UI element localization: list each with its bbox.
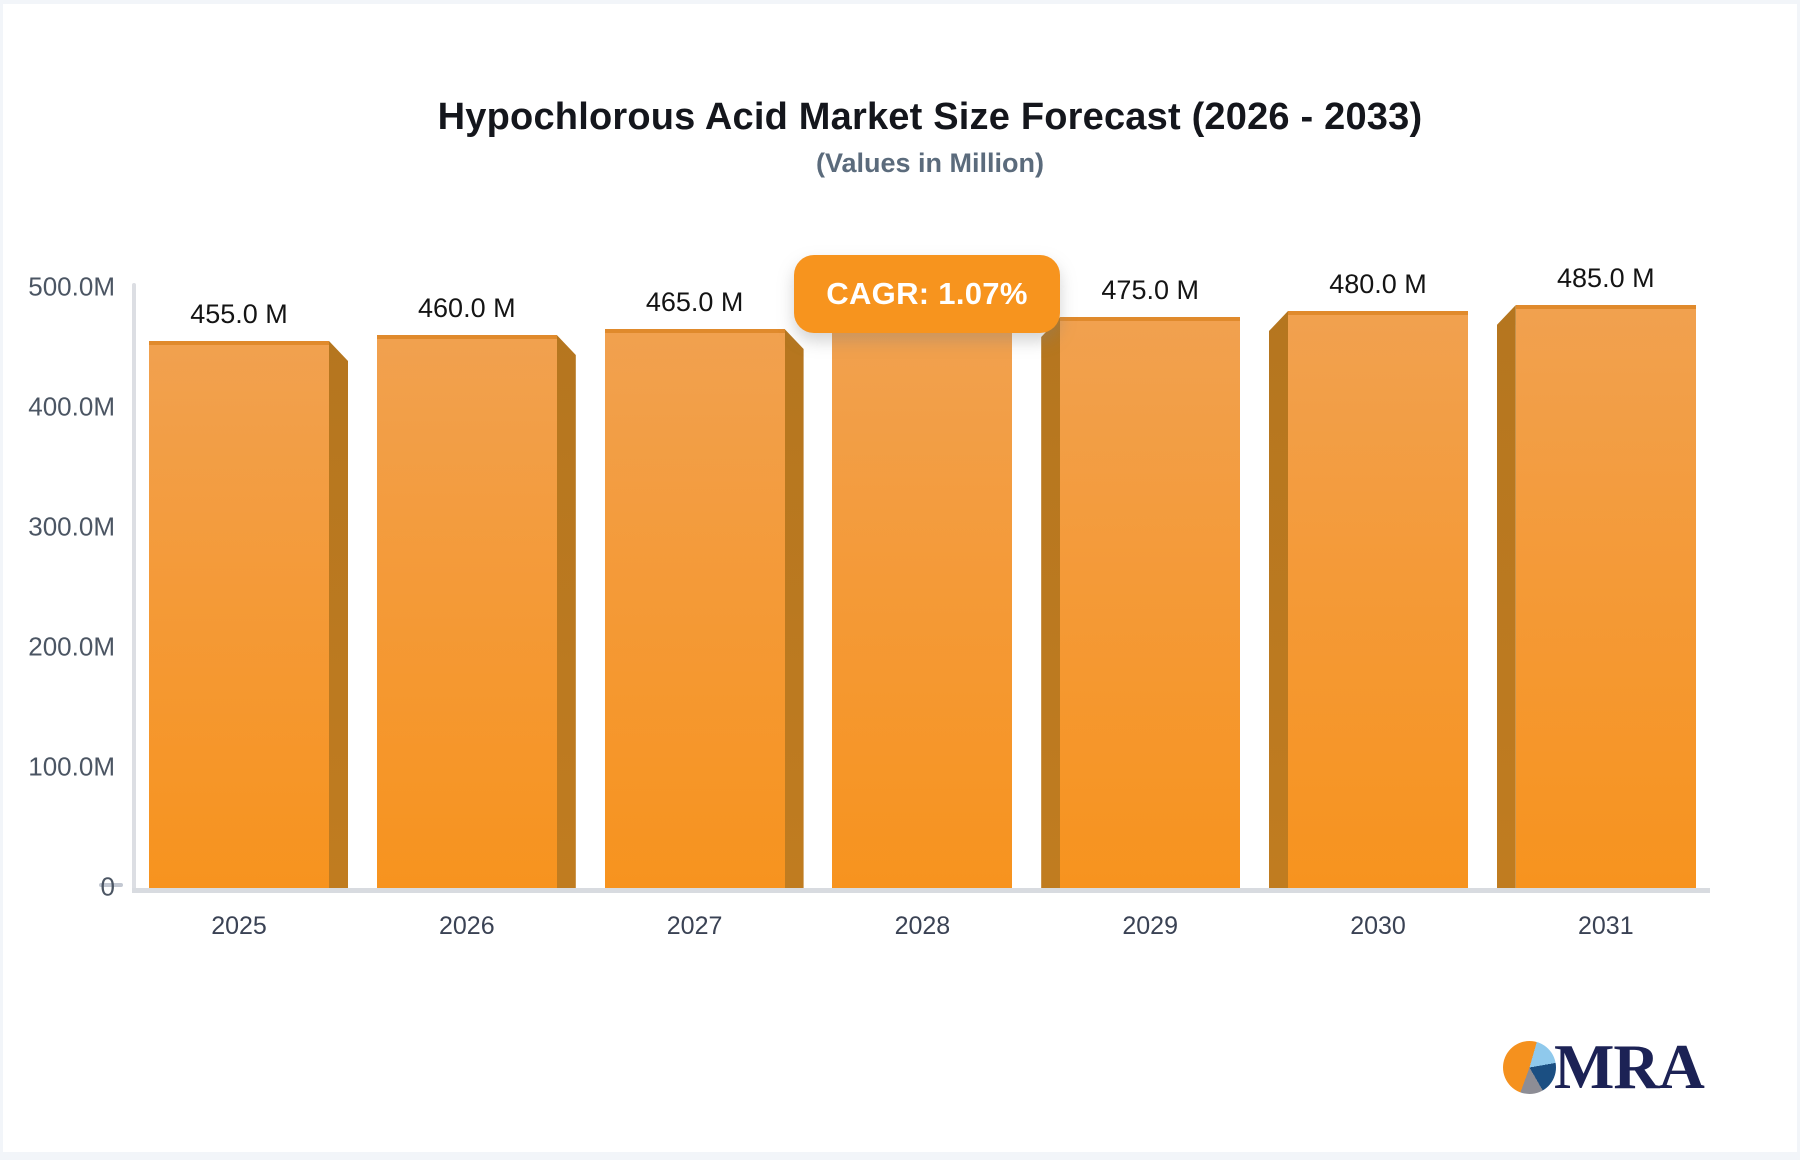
bar-side-face-2029 — [1041, 317, 1061, 892]
bar-value-label-2030: 480.0 M — [1329, 269, 1427, 299]
bar-side-face-2025 — [329, 341, 348, 892]
y-tick-100.0M: 100.0M — [28, 751, 115, 782]
brand-logo-text: MRA — [1554, 1031, 1705, 1102]
x-label-2025: 2025 — [211, 912, 267, 940]
zero-tick-mark — [99, 883, 123, 887]
bar-value-label-2031: 485.0 M — [1557, 263, 1655, 293]
y-tick-200.0M: 200.0M — [28, 631, 115, 662]
x-label-2031: 2031 — [1577, 912, 1634, 940]
y-tick-500.0M: 500.0M — [28, 271, 115, 302]
x-label-2030: 2030 — [1350, 912, 1406, 940]
bar-2026 — [376, 335, 557, 892]
brand-logo: MRA — [1503, 1030, 1705, 1104]
bar-side-face-2031 — [1496, 305, 1516, 892]
y-tick-400.0M: 400.0M — [28, 391, 115, 422]
x-axis-baseline — [132, 888, 1710, 893]
y-tick-300.0M: 300.0M — [28, 511, 115, 542]
cagr-badge: CAGR: 1.07% — [794, 255, 1060, 333]
pie-chart-logo-icon — [1503, 1040, 1556, 1094]
plot-area: 455.0 M 460.0 M 465.0 M 475.0 M 480.0 M 485.0… — [3, 4, 1800, 1160]
cagr-badge-label: CAGR: 1.07% — [826, 276, 1028, 311]
bar-2028 — [832, 323, 1013, 892]
bar-2027 — [604, 329, 785, 892]
x-label-2029: 2029 — [1122, 912, 1178, 940]
bar-2030 — [1288, 311, 1468, 892]
x-label-2027: 2027 — [666, 912, 723, 940]
bar-value-label-2027: 465.0 M — [645, 287, 744, 317]
chart-card: Hypochlorous Acid Market Size Forecast (… — [3, 4, 1797, 1152]
bar-side-face-2026 — [556, 335, 576, 892]
y-axis-line — [132, 283, 136, 893]
bar-2029 — [1060, 317, 1241, 892]
chart-title: Hypochlorous Acid Market Size Forecast (… — [437, 96, 1423, 138]
bar-value-label-2026: 460.0 M — [418, 293, 516, 323]
bar-value-label-2025: 455.0 M — [190, 299, 288, 329]
bar-2031 — [1515, 305, 1696, 892]
y-tick-0: 0 — [100, 871, 115, 902]
bar-side-face-2030 — [1269, 311, 1288, 892]
bar-value-label-2029: 475.0 M — [1101, 275, 1199, 305]
x-label-2026: 2026 — [438, 912, 495, 940]
bar-2025 — [149, 341, 329, 892]
chart-subtitle: (Values in Million) — [815, 148, 1045, 178]
x-label-2028: 2028 — [894, 912, 951, 940]
bar-side-face-2027 — [784, 329, 804, 892]
